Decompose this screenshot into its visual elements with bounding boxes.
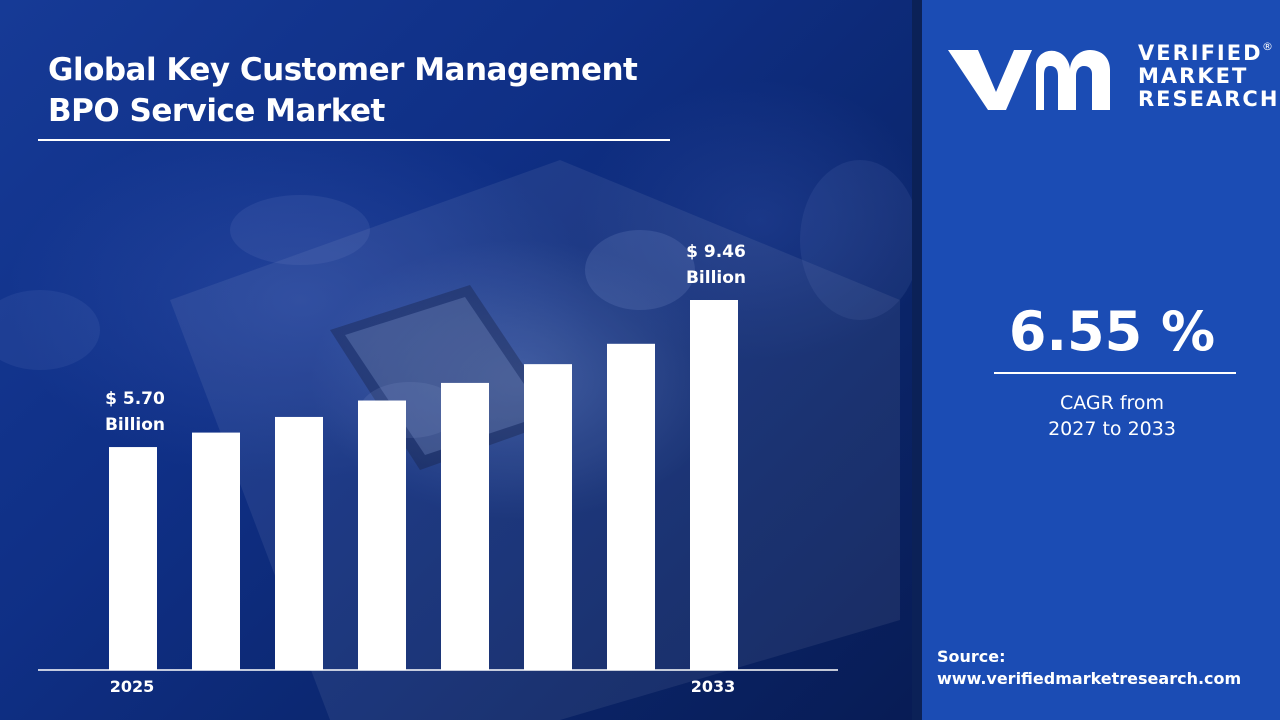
sidebar-panel: VERIFIED MARKET RESEARCH ® 6.55 % CAGR f… [922, 0, 1280, 720]
cagr-text-line-2: 2027 to 2033 [1048, 418, 1176, 440]
bar-1 [192, 432, 240, 670]
cagr-value: 6.55 % [1008, 300, 1216, 363]
x-tick-label-2033: 2033 [691, 677, 736, 696]
bar-group [109, 300, 738, 670]
value-label-0-line-1: $ 5.70 [105, 389, 165, 409]
verified-market-research-logo: VERIFIED MARKET RESEARCH ® [944, 40, 1277, 120]
source-label: Source: [937, 647, 1006, 666]
cagr-text-line-1: CAGR from [1059, 392, 1165, 414]
bar-3 [358, 400, 406, 670]
chart-title-line-1: Global Key Customer Management [48, 52, 638, 88]
x-tick-labels: 2025 2033 [110, 677, 736, 696]
registered-mark: ® [1262, 40, 1273, 53]
cagr-description: CAGR from 2027 to 2033 [922, 390, 1280, 442]
value-label-7-line-2: Billion [686, 268, 746, 288]
bar-2 [275, 416, 323, 670]
bar-7 [690, 300, 738, 670]
panel-divider [912, 0, 922, 720]
brand-line-2: MARKET [1138, 64, 1249, 88]
chart-title-line-2: BPO Service Market [48, 93, 385, 129]
value-label-0-line-2: Billion [105, 415, 165, 435]
bar-4 [441, 382, 489, 670]
brand-line-1: VERIFIED [1138, 41, 1263, 65]
cagr-underline [994, 372, 1236, 374]
value-labels: $ 5.70 Billion $ 9.46 Billion [105, 242, 746, 435]
bar-0 [109, 447, 157, 670]
title-underline [38, 139, 670, 141]
chart-title: Global Key Customer Management BPO Servi… [48, 50, 638, 132]
bar-5 [524, 364, 572, 670]
source-note: Source: www.verifiedmarketresearch.com [937, 646, 1241, 690]
bar-6 [607, 343, 655, 670]
vmr-logo-mark-icon [948, 50, 1110, 110]
brand-line-3: RESEARCH [1138, 87, 1280, 111]
x-tick-label-2025: 2025 [110, 677, 155, 696]
value-label-7-line-1: $ 9.46 [686, 242, 746, 262]
source-url[interactable]: www.verifiedmarketresearch.com [937, 669, 1242, 688]
bar-chart: 2025 2033 $ 5.70 Billion $ 9.46 Billion [38, 242, 838, 696]
